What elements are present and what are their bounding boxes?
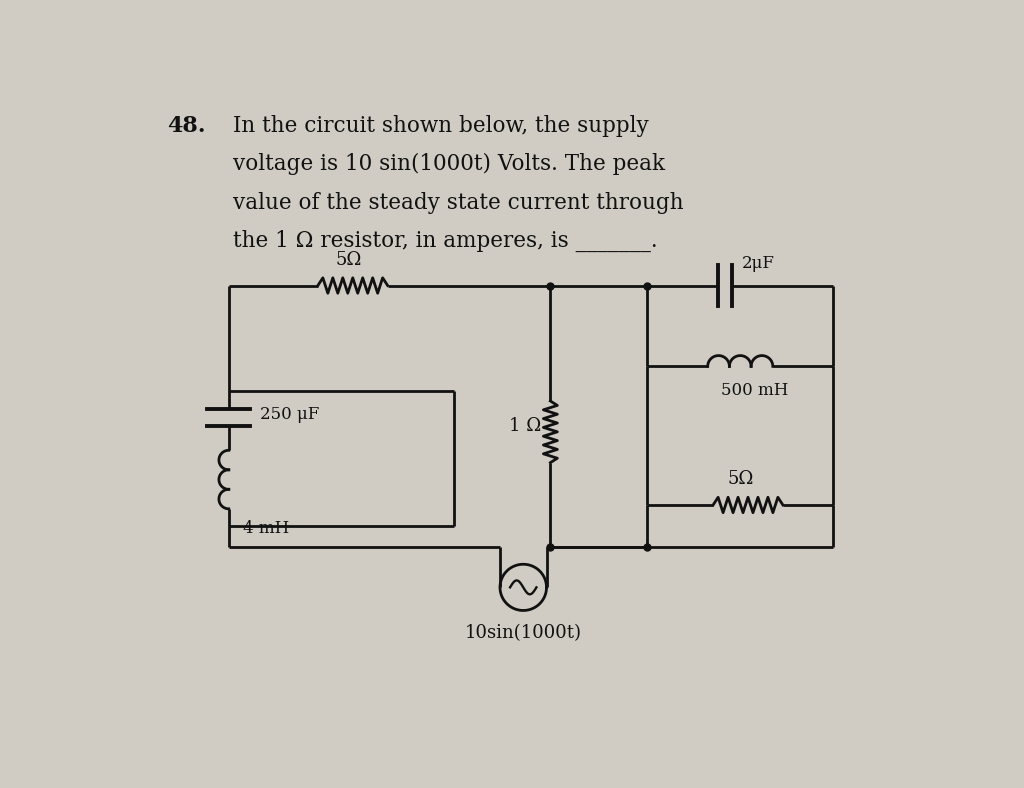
Text: value of the steady state current through: value of the steady state current throug…	[232, 191, 683, 214]
Text: the 1 Ω resistor, in amperes, is _______.: the 1 Ω resistor, in amperes, is _______…	[232, 230, 657, 252]
Text: In the circuit shown below, the supply: In the circuit shown below, the supply	[232, 114, 648, 136]
Text: 1 Ω: 1 Ω	[509, 417, 541, 435]
Text: voltage is 10 sin(1000t) Volts. The peak: voltage is 10 sin(1000t) Volts. The peak	[232, 153, 665, 175]
Text: 2μF: 2μF	[741, 255, 775, 272]
Text: 500 mH: 500 mH	[721, 381, 787, 399]
Text: 5Ω: 5Ω	[727, 470, 754, 488]
Text: 4 mH: 4 mH	[243, 519, 289, 537]
Text: 5Ω: 5Ω	[336, 251, 362, 269]
Text: 250 μF: 250 μF	[260, 406, 319, 422]
Text: 10sin(1000t): 10sin(1000t)	[465, 624, 582, 642]
Text: 48.: 48.	[167, 114, 205, 136]
